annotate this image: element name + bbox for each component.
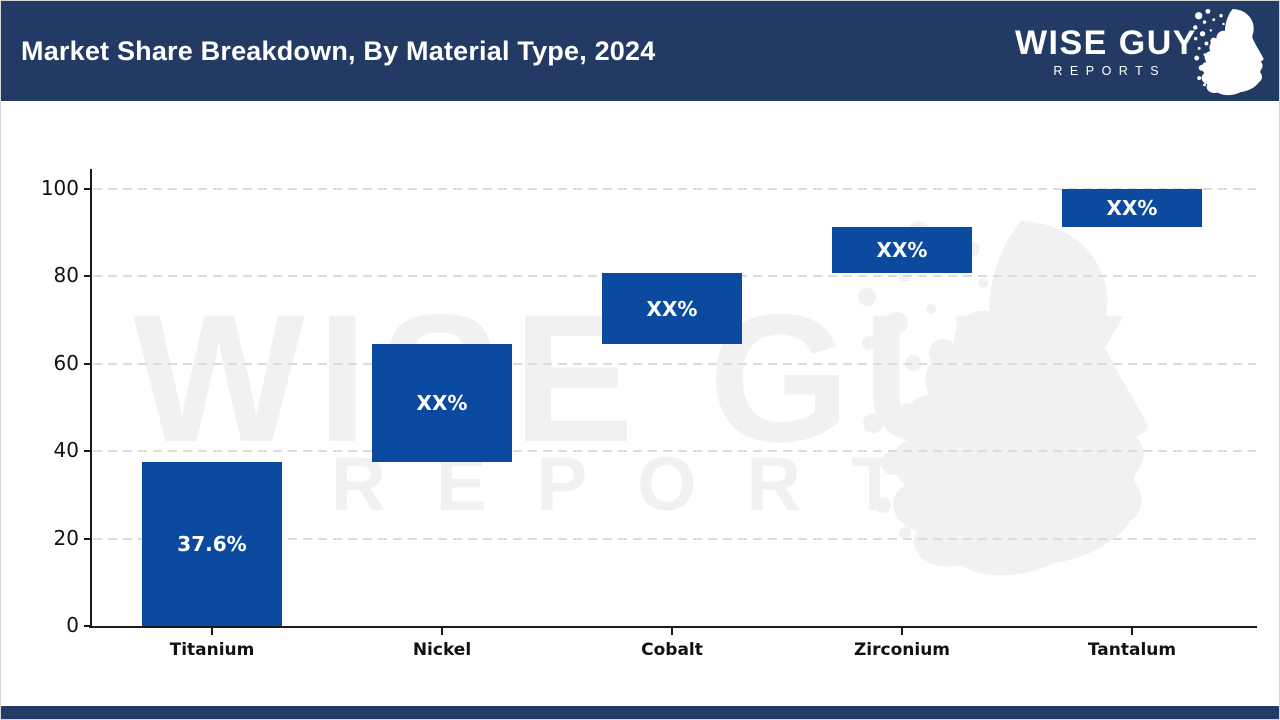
y-tick-label: 0: [66, 613, 79, 637]
x-tick-label-cobalt: Cobalt: [641, 640, 703, 660]
page-title: Market Share Breakdown, By Material Type…: [21, 35, 656, 66]
bar-zirconium: XX%: [832, 227, 972, 274]
x-tick-mark: [901, 628, 903, 635]
y-tick-mark: [84, 537, 90, 540]
x-tick-mark: [671, 628, 673, 635]
x-tick-mark: [441, 628, 443, 635]
header-bar: Market Share Breakdown, By Material Type…: [1, 1, 1279, 101]
y-tick-mark: [84, 362, 90, 365]
y-tick-mark: [84, 450, 90, 452]
bar-value-label: XX%: [646, 296, 698, 321]
wiseguy-head-icon: [1193, 8, 1264, 96]
y-tick-label: 60: [53, 350, 79, 375]
bar-value-label: XX%: [1106, 195, 1158, 220]
x-tick-label-tantalum: Tantalum: [1087, 640, 1177, 660]
bar-titanium: 37.6%: [142, 461, 282, 626]
x-tick-label-nickel: Nickel: [412, 640, 472, 660]
y-tick-label: 80: [53, 263, 79, 287]
y-tick-label: 20: [53, 525, 79, 550]
x-axis-line: [89, 626, 1257, 628]
y-axis-line: [90, 169, 92, 628]
wiseguy-logo-text: WISE GUY REPORTS: [1014, 24, 1197, 78]
x-tick-mark: [211, 628, 213, 635]
logo-wiseguy-label: WISE GUY: [1014, 24, 1197, 63]
bar-cobalt: XX%: [602, 273, 742, 345]
bar-value-label: XX%: [416, 390, 468, 415]
x-tick-label-titanium: Titanium: [169, 640, 255, 660]
y-tick-mark: [84, 275, 90, 277]
x-tick-mark: [1131, 628, 1133, 635]
gridline: [93, 450, 1256, 452]
logo-reports-label: REPORTS: [1053, 63, 1167, 78]
gridline: [93, 187, 1256, 190]
gridline: [93, 362, 1256, 365]
x-tick-label-zirconium: Zirconium: [853, 640, 951, 660]
bar-nickel: XX%: [372, 344, 512, 462]
footer-bar: [1, 706, 1279, 719]
bar-value-label: 37.6%: [177, 531, 247, 556]
y-tick-label: 100: [40, 175, 79, 200]
wiseguy-logo: WISE GUY REPORTS: [1015, 7, 1273, 97]
bar-value-label: XX%: [876, 238, 928, 263]
y-tick-mark: [84, 625, 90, 627]
gridline: [93, 537, 1256, 540]
bar-tantalum: XX%: [1062, 188, 1202, 227]
y-tick-label: 40: [53, 438, 79, 462]
y-tick-mark: [84, 187, 90, 190]
